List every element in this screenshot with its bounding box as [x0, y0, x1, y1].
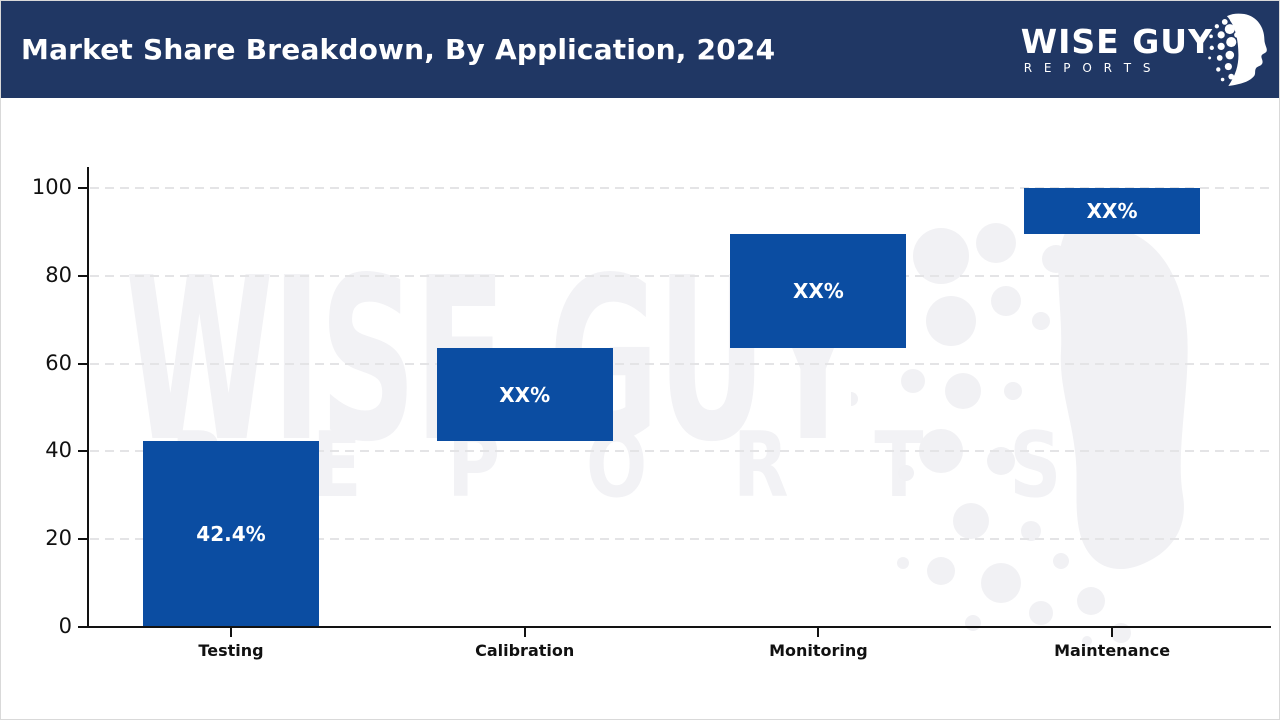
- y-tick-label: 80: [45, 262, 72, 287]
- bar-monitoring: [730, 234, 907, 349]
- logo: WISE GUY R E P O R T S: [1021, 1, 1273, 98]
- gridline-20: [90, 538, 1271, 541]
- x-tick: [523, 628, 526, 637]
- watermark-head-graphic: [851, 223, 1188, 646]
- page-title: Market Share Breakdown, By Application, …: [21, 33, 776, 66]
- gridline-80: [90, 274, 1271, 277]
- y-tick: [78, 362, 87, 365]
- y-tick-label: 100: [31, 175, 72, 199]
- watermark-subtitle: R E P O R T S: [171, 413, 1092, 518]
- y-tick: [78, 450, 87, 453]
- logo-wordmark: WISE GUY: [1020, 21, 1213, 61]
- gridline-40: [90, 450, 1271, 453]
- x-category-label: Testing: [198, 641, 264, 660]
- x-category-label: Calibration: [475, 641, 575, 660]
- x-category-label: Monitoring: [769, 641, 868, 660]
- y-tick-label: 60: [45, 350, 72, 375]
- y-tick-label: 0: [58, 614, 72, 638]
- y-tick: [78, 538, 87, 541]
- gridline-60: [90, 362, 1271, 365]
- y-tick-label: 20: [45, 526, 72, 551]
- bar-value-label: XX%: [499, 382, 551, 407]
- y-axis-line: [87, 167, 89, 628]
- gridline-100: [90, 187, 1271, 189]
- x-tick: [1111, 628, 1114, 637]
- bar-testing: [143, 440, 319, 627]
- y-tick: [78, 274, 87, 277]
- y-tick: [78, 626, 87, 628]
- y-tick-label: 40: [45, 438, 72, 463]
- x-category-label: Maintenance: [1054, 641, 1171, 660]
- logo-text: WISE GUY R E P O R T S: [1021, 25, 1213, 75]
- header-banner: Market Share Breakdown, By Application, …: [1, 1, 1279, 98]
- bar-value-label: 42.4%: [196, 521, 266, 546]
- y-tick: [78, 187, 87, 189]
- bar-maintenance: [1024, 188, 1201, 235]
- bar-value-label: XX%: [1086, 199, 1138, 224]
- bar-value-label: XX%: [792, 279, 844, 304]
- logo-head-icon: [1208, 13, 1267, 86]
- x-axis-line: [87, 626, 1271, 628]
- logo-subtitle: R E P O R T S: [1023, 60, 1155, 75]
- x-tick: [817, 628, 820, 637]
- bar-calibration: [436, 348, 613, 441]
- x-tick: [230, 628, 232, 637]
